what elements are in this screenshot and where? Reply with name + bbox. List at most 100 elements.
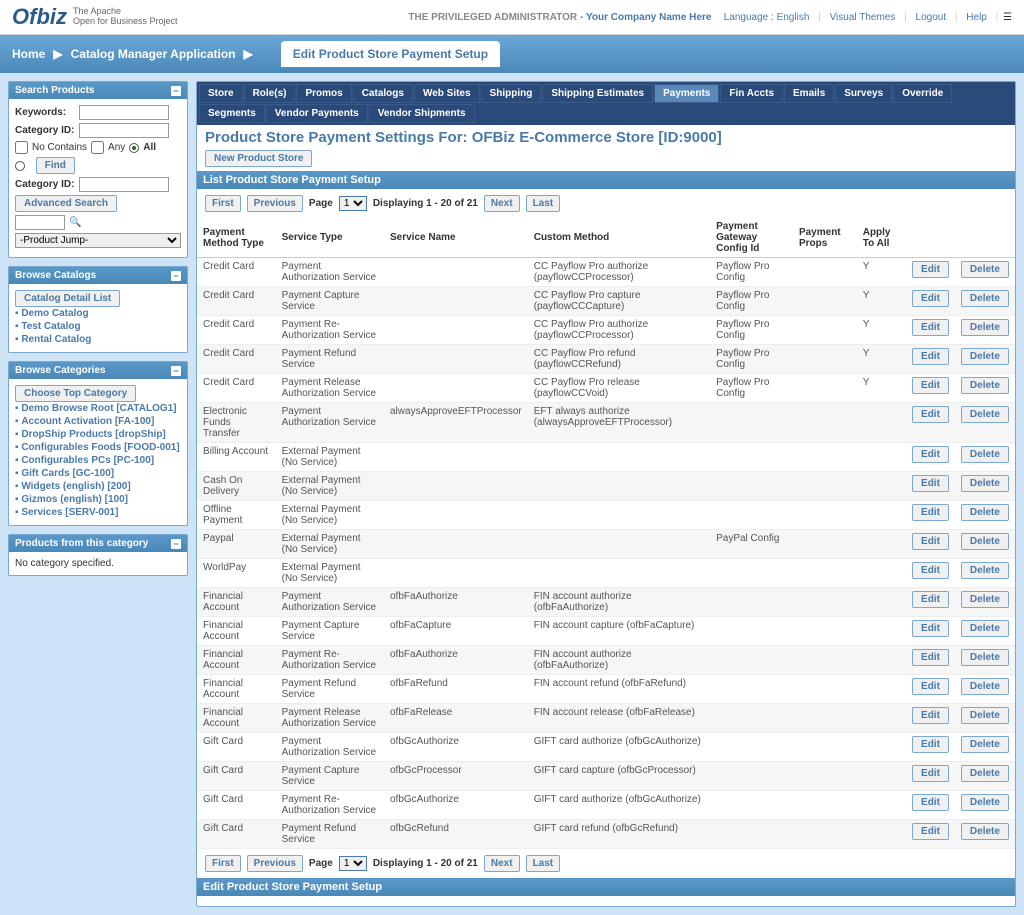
category-link[interactable]: Services [SERV-001] xyxy=(21,507,118,518)
delete-button[interactable]: Delete xyxy=(961,562,1009,579)
keywords-input[interactable] xyxy=(79,105,169,120)
catalog-link[interactable]: Demo Catalog xyxy=(21,308,88,319)
delete-button[interactable]: Delete xyxy=(961,533,1009,550)
edit-button[interactable]: Edit xyxy=(912,261,949,278)
tab-promos[interactable]: Promos xyxy=(296,84,351,103)
next-button[interactable]: Next xyxy=(484,855,520,872)
catalog-detail-button[interactable]: Catalog Detail List xyxy=(15,290,120,307)
delete-button[interactable]: Delete xyxy=(961,290,1009,307)
delete-button[interactable]: Delete xyxy=(961,707,1009,724)
edit-button[interactable]: Edit xyxy=(912,823,949,840)
category-link[interactable]: Configurables PCs [PC-100] xyxy=(21,455,154,466)
delete-button[interactable]: Delete xyxy=(961,736,1009,753)
themes-link[interactable]: Visual Themes xyxy=(830,12,896,23)
edit-button[interactable]: Edit xyxy=(912,475,949,492)
top-category-button[interactable]: Choose Top Category xyxy=(15,385,136,402)
edit-button[interactable]: Edit xyxy=(912,707,949,724)
delete-button[interactable]: Delete xyxy=(961,649,1009,666)
next-button[interactable]: Next xyxy=(484,195,520,212)
any-check[interactable] xyxy=(91,141,104,154)
delete-button[interactable]: Delete xyxy=(961,504,1009,521)
delete-button[interactable]: Delete xyxy=(961,348,1009,365)
tab-fin-accts[interactable]: Fin Accts xyxy=(720,84,783,103)
menu-icon[interactable]: ☰ xyxy=(1003,12,1012,23)
delete-button[interactable]: Delete xyxy=(961,591,1009,608)
edit-button[interactable]: Edit xyxy=(912,290,949,307)
breadcrumb-app[interactable]: Catalog Manager Application xyxy=(71,47,236,61)
language-link[interactable]: Language : English xyxy=(724,12,810,23)
collapse-icon[interactable]: − xyxy=(171,271,181,281)
delete-button[interactable]: Delete xyxy=(961,794,1009,811)
delete-button[interactable]: Delete xyxy=(961,319,1009,336)
catalog-link[interactable]: Rental Catalog xyxy=(21,334,91,345)
page-select[interactable]: 1 xyxy=(339,856,367,871)
category-link[interactable]: Gizmos (english) [100] xyxy=(21,494,128,505)
category-link[interactable]: Widgets (english) [200] xyxy=(21,481,130,492)
delete-button[interactable]: Delete xyxy=(961,261,1009,278)
edit-button[interactable]: Edit xyxy=(912,736,949,753)
jump-input[interactable] xyxy=(15,215,65,230)
delete-button[interactable]: Delete xyxy=(961,475,1009,492)
edit-button[interactable]: Edit xyxy=(912,348,949,365)
delete-button[interactable]: Delete xyxy=(961,377,1009,394)
tab-surveys[interactable]: Surveys xyxy=(835,84,892,103)
first-button[interactable]: First xyxy=(205,195,241,212)
lookup-icon[interactable]: 🔍 xyxy=(69,217,81,228)
edit-button[interactable]: Edit xyxy=(912,406,949,423)
edit-button[interactable]: Edit xyxy=(912,446,949,463)
edit-button[interactable]: Edit xyxy=(912,533,949,550)
category-link[interactable]: Gift Cards [GC-100] xyxy=(21,468,114,479)
delete-button[interactable]: Delete xyxy=(961,678,1009,695)
tab-payments[interactable]: Payments xyxy=(654,84,719,103)
tab-vendor-payments[interactable]: Vendor Payments xyxy=(266,104,368,123)
edit-button[interactable]: Edit xyxy=(912,620,949,637)
edit-button[interactable]: Edit xyxy=(912,562,949,579)
collapse-icon[interactable]: − xyxy=(171,366,181,376)
last-button[interactable]: Last xyxy=(526,195,561,212)
delete-button[interactable]: Delete xyxy=(961,765,1009,782)
first-button[interactable]: First xyxy=(205,855,241,872)
new-store-button[interactable]: New Product Store xyxy=(205,150,312,167)
tab-emails[interactable]: Emails xyxy=(784,84,834,103)
edit-button[interactable]: Edit xyxy=(912,504,949,521)
category-link[interactable]: Account Activation [FA-100] xyxy=(21,416,154,427)
edit-button[interactable]: Edit xyxy=(912,765,949,782)
logout-link[interactable]: Logout xyxy=(916,12,947,23)
no-contains-check[interactable] xyxy=(15,141,28,154)
prev-button[interactable]: Previous xyxy=(247,855,303,872)
help-link[interactable]: Help xyxy=(966,12,987,23)
all-radio[interactable] xyxy=(129,143,139,153)
edit-button[interactable]: Edit xyxy=(912,794,949,811)
edit-button[interactable]: Edit xyxy=(912,649,949,666)
delete-button[interactable]: Delete xyxy=(961,406,1009,423)
category-link[interactable]: Configurables Foods [FOOD-001] xyxy=(21,442,179,453)
edit-button[interactable]: Edit xyxy=(912,678,949,695)
delete-button[interactable]: Delete xyxy=(961,446,1009,463)
collapse-icon[interactable]: − xyxy=(171,86,181,96)
tab-role-s-[interactable]: Role(s) xyxy=(244,84,296,103)
tab-shipping[interactable]: Shipping xyxy=(481,84,542,103)
catalog-link[interactable]: Test Catalog xyxy=(21,321,80,332)
edit-button[interactable]: Edit xyxy=(912,377,949,394)
collapse-icon[interactable]: − xyxy=(171,539,181,549)
product-jump-select[interactable]: -Product Jump- xyxy=(15,233,181,248)
tab-store[interactable]: Store xyxy=(199,84,243,103)
edit-button[interactable]: Edit xyxy=(912,591,949,608)
delete-button[interactable]: Delete xyxy=(961,620,1009,637)
tab-shipping-estimates[interactable]: Shipping Estimates xyxy=(542,84,653,103)
last-button[interactable]: Last xyxy=(526,855,561,872)
category-link[interactable]: Demo Browse Root [CATALOG1] xyxy=(21,403,176,414)
category-link[interactable]: DropShip Products [dropShip] xyxy=(21,429,165,440)
delete-button[interactable]: Delete xyxy=(961,823,1009,840)
prev-button[interactable]: Previous xyxy=(247,195,303,212)
adv-search-button[interactable]: Advanced Search xyxy=(15,195,117,212)
tab-override[interactable]: Override xyxy=(893,84,952,103)
breadcrumb-home[interactable]: Home xyxy=(12,47,45,61)
category-input[interactable] xyxy=(79,123,169,138)
category2-input[interactable] xyxy=(79,177,169,192)
tab-web-sites[interactable]: Web Sites xyxy=(414,84,480,103)
edit-button[interactable]: Edit xyxy=(912,319,949,336)
tab-segments[interactable]: Segments xyxy=(199,104,265,123)
tab-vendor-shipments[interactable]: Vendor Shipments xyxy=(369,104,475,123)
page-select[interactable]: 1 xyxy=(339,196,367,211)
